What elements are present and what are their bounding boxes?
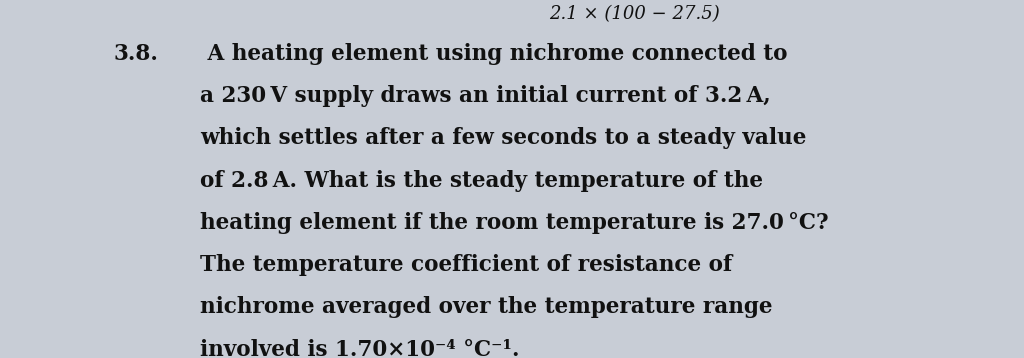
Text: A heating element using nichrome connected to: A heating element using nichrome connect… [200, 43, 787, 65]
Text: heating element if the room temperature is 27.0 °C?: heating element if the room temperature … [200, 212, 828, 234]
Text: involved is 1.70×10⁻⁴ °C⁻¹.: involved is 1.70×10⁻⁴ °C⁻¹. [200, 339, 519, 358]
Text: 3.8.: 3.8. [114, 43, 159, 65]
Text: nichrome averaged over the temperature range: nichrome averaged over the temperature r… [200, 296, 772, 318]
Text: a 230 V supply draws an initial current of 3.2 A,: a 230 V supply draws an initial current … [200, 85, 770, 107]
Text: 2.1 × (100 − 27.5): 2.1 × (100 − 27.5) [550, 5, 720, 23]
Text: The temperature coefficient of resistance of: The temperature coefficient of resistanc… [200, 254, 732, 276]
Text: which settles after a few seconds to a steady value: which settles after a few seconds to a s… [200, 127, 806, 149]
Text: of 2.8 A. What is the steady temperature of the: of 2.8 A. What is the steady temperature… [200, 170, 763, 192]
